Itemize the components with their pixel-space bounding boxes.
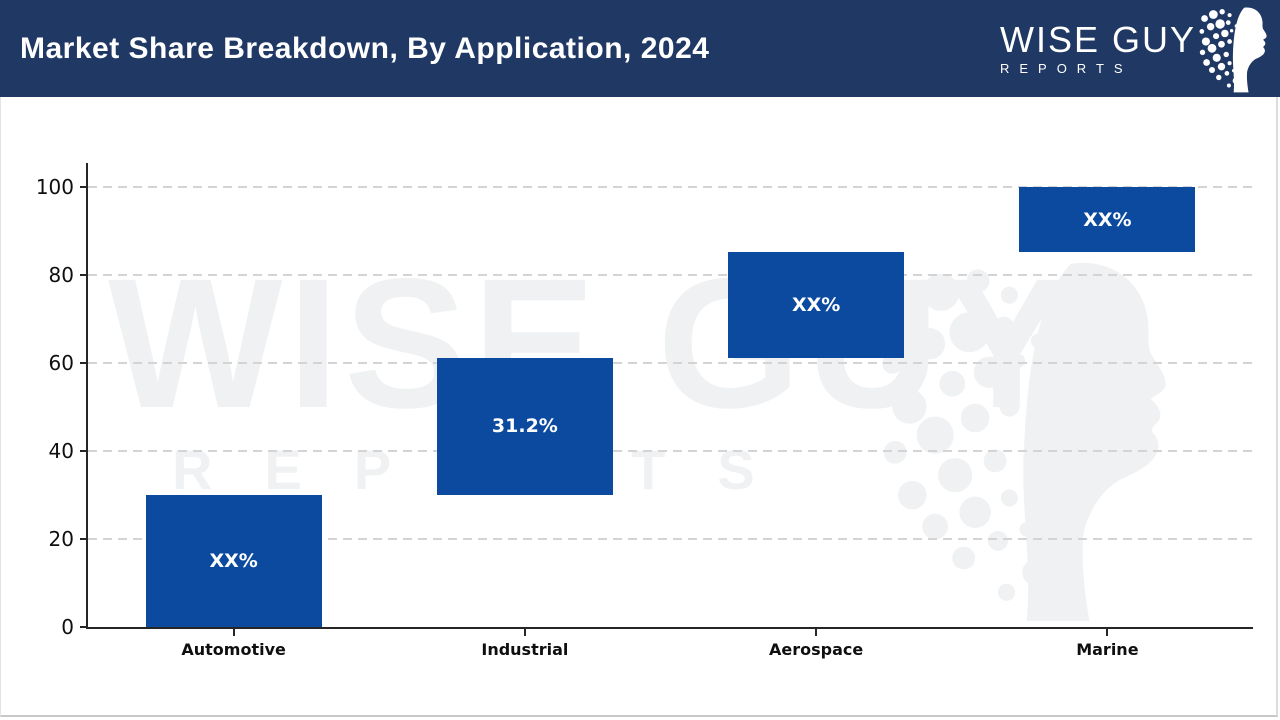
x-tick-mark: [523, 629, 526, 636]
x-tick-mark: [1106, 629, 1109, 636]
y-tick-mark: [80, 450, 88, 452]
wiseguy-logo: WISE GUY REPORTS: [1000, 5, 1270, 93]
bar-value-label: 31.2%: [491, 415, 558, 438]
gridline-y80: [88, 274, 1253, 276]
bar-value-label: XX%: [791, 293, 841, 316]
y-tick-label: 40: [48, 439, 74, 463]
bar-value-label: XX%: [209, 550, 258, 572]
x-category-label-marine: Marine: [1076, 640, 1139, 659]
y-tick-mark: [80, 186, 88, 188]
y-tick-mark: [80, 538, 88, 540]
wiseguy-head-icon: [878, 222, 1178, 654]
y-axis-line: [86, 163, 88, 629]
y-tick-label: 20: [48, 527, 74, 551]
y-tick-mark: [80, 626, 88, 628]
bar-marine: XX%: [1019, 187, 1196, 253]
x-category-label-industrial: Industrial: [481, 640, 569, 659]
gridline-y40: [88, 450, 1253, 452]
gridline-y60: [88, 362, 1253, 364]
y-tick-mark: [80, 274, 88, 276]
header-banner: Market Share Breakdown, By Application, …: [0, 0, 1280, 97]
y-tick-mark: [80, 362, 88, 364]
y-tick-label: 60: [48, 351, 74, 375]
gridline-y20: [88, 538, 1253, 540]
bar-industrial: 31.2%: [436, 357, 613, 495]
wiseguy-logo-text: WISE GUY REPORTS: [999, 19, 1196, 76]
logo-wordmark: WISE GUY: [999, 19, 1196, 60]
x-tick-mark: [232, 629, 235, 636]
logo-subtitle: REPORTS: [999, 61, 1133, 76]
bar-aerospace: XX%: [728, 252, 905, 358]
page-title: Market Share Breakdown, By Application, …: [20, 31, 710, 65]
y-tick-label: 100: [35, 175, 74, 199]
y-tick-label: 0: [61, 615, 74, 639]
y-tick-label: 80: [48, 263, 74, 287]
bar-value-label: XX%: [1083, 208, 1132, 231]
x-tick-mark: [815, 629, 818, 636]
x-axis-line: [86, 627, 1253, 629]
bar-automotive: XX%: [145, 495, 322, 627]
gridline-y100: [88, 186, 1253, 188]
wiseguy-head-icon: [1198, 5, 1270, 93]
x-category-label-aerospace: Aerospace: [769, 640, 864, 659]
x-category-label-automotive: Automotive: [181, 640, 286, 659]
